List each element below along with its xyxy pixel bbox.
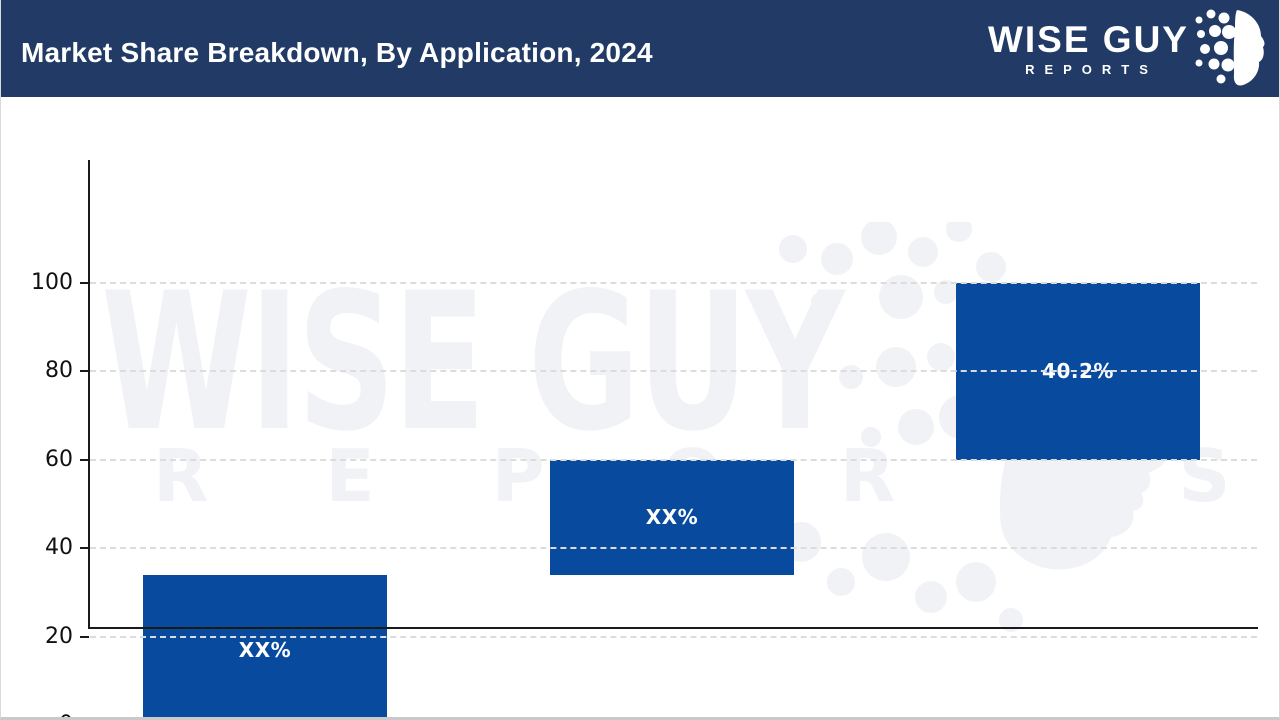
bar: XX% [550, 459, 794, 575]
y-tick-label: 0 [7, 712, 73, 717]
y-tick-label: 80 [45, 358, 73, 384]
brand-face-icon [1191, 4, 1267, 94]
page-title: Market Share Breakdown, By Application, … [21, 36, 653, 68]
y-axis-tick [80, 547, 89, 550]
y-tick-label: 60 [45, 446, 73, 472]
bar-value-label: XX% [645, 505, 699, 530]
brand-subname: REPORTS [1025, 62, 1158, 77]
y-axis-line [88, 160, 90, 628]
header-bar: Market Share Breakdown, By Application, … [1, 0, 1279, 97]
grid-line [90, 282, 1257, 284]
y-tick-label: 40 [45, 535, 73, 561]
y-axis-tick [80, 458, 89, 461]
x-axis-line [88, 627, 1258, 629]
grid-line [90, 635, 1257, 638]
y-axis-tick [80, 635, 89, 638]
watermark-wordmark: WISE GUY [101, 252, 845, 473]
grid-line [90, 547, 1257, 550]
brand-name: WISE GUY [987, 19, 1189, 60]
brand-logo-text: WISE GUY REPORTS [988, 21, 1189, 76]
chart-plot-area: 020406080100XX%Residential ConstructionX… [1, 97, 1279, 717]
y-axis-tick [80, 282, 89, 284]
grid-line [90, 370, 1257, 373]
grid-line [90, 458, 1257, 461]
y-tick-label: 20 [45, 623, 73, 649]
bar-value-label: XX% [238, 637, 292, 662]
bar: XX% [143, 574, 387, 717]
y-tick-label: 100 [31, 270, 73, 295]
brand-logo: WISE GUY REPORTS [988, 4, 1267, 94]
y-axis-tick [80, 370, 89, 373]
